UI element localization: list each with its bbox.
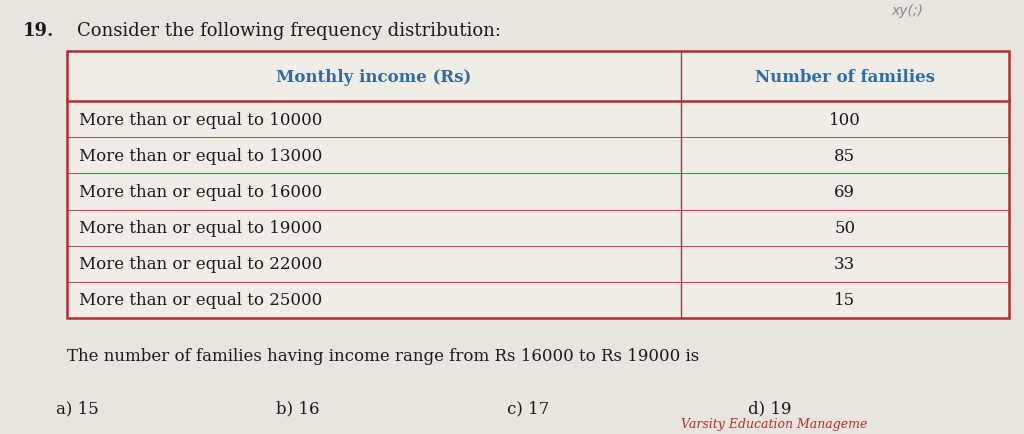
Text: More than or equal to 25000: More than or equal to 25000 <box>79 292 323 309</box>
Text: 85: 85 <box>835 148 855 164</box>
Text: b) 16: b) 16 <box>276 399 319 416</box>
Text: 69: 69 <box>835 184 855 201</box>
Text: Varsity Education Manageme: Varsity Education Manageme <box>681 417 867 430</box>
Text: xy(;): xy(;) <box>891 4 923 18</box>
Text: 19.: 19. <box>23 22 54 39</box>
Text: The number of families having income range from Rs 16000 to Rs 19000 is: The number of families having income ran… <box>67 347 698 364</box>
Text: More than or equal to 13000: More than or equal to 13000 <box>79 148 323 164</box>
Bar <box>67 52 1009 318</box>
Text: Consider the following frequency distribution:: Consider the following frequency distrib… <box>77 22 501 39</box>
Text: 33: 33 <box>835 256 855 273</box>
Text: Monthly income (Rs): Monthly income (Rs) <box>276 69 471 85</box>
Text: More than or equal to 22000: More than or equal to 22000 <box>79 256 323 273</box>
Text: Number of families: Number of families <box>755 69 935 85</box>
Text: 50: 50 <box>835 220 855 237</box>
Text: More than or equal to 10000: More than or equal to 10000 <box>79 112 323 128</box>
Text: 100: 100 <box>828 112 861 128</box>
Text: c) 17: c) 17 <box>507 399 549 416</box>
Text: More than or equal to 16000: More than or equal to 16000 <box>79 184 323 201</box>
Text: More than or equal to 19000: More than or equal to 19000 <box>79 220 323 237</box>
Text: 15: 15 <box>835 292 855 309</box>
Text: d) 19: d) 19 <box>748 399 791 416</box>
Bar <box>67 52 1009 318</box>
Text: a) 15: a) 15 <box>56 399 99 416</box>
